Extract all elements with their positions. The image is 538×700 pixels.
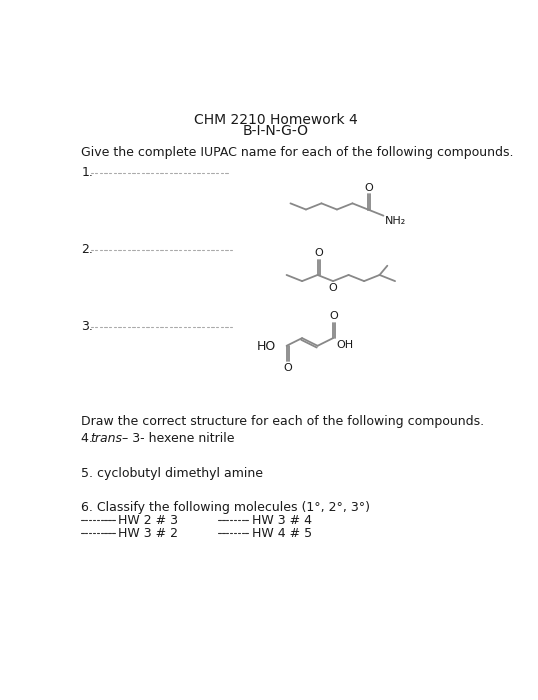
- Text: O: O: [283, 363, 292, 372]
- Text: HW 4 # 5: HW 4 # 5: [252, 526, 312, 540]
- Text: NH₂: NH₂: [385, 216, 406, 226]
- Text: OH: OH: [336, 340, 353, 349]
- Text: HW 3 # 4: HW 3 # 4: [252, 514, 312, 526]
- Text: HW 3 # 2: HW 3 # 2: [118, 526, 178, 540]
- Text: Draw the correct structure for each of the following compounds.: Draw the correct structure for each of t…: [81, 415, 484, 428]
- Text: 4.: 4.: [81, 432, 97, 445]
- Text: O: O: [314, 248, 323, 258]
- Text: O: O: [328, 283, 337, 293]
- Text: HW 2 # 3: HW 2 # 3: [118, 514, 178, 526]
- Text: trans: trans: [90, 432, 123, 445]
- Text: 6. Classify the following molecules (1°, 2°, 3°): 6. Classify the following molecules (1°,…: [81, 501, 370, 514]
- Text: – 3- hexene nitrile: – 3- hexene nitrile: [118, 432, 234, 445]
- Text: B-I-N-G-O: B-I-N-G-O: [243, 124, 309, 138]
- Text: Give the complete IUPAC name for each of the following compounds.: Give the complete IUPAC name for each of…: [81, 146, 514, 159]
- Text: 3.: 3.: [81, 321, 93, 333]
- Text: CHM 2210 Homework 4: CHM 2210 Homework 4: [194, 113, 358, 127]
- Text: HO: HO: [257, 340, 277, 354]
- Text: O: O: [329, 312, 338, 321]
- Text: 5. cyclobutyl dimethyl amine: 5. cyclobutyl dimethyl amine: [81, 467, 263, 480]
- Text: 2.: 2.: [81, 244, 93, 256]
- Text: O: O: [364, 183, 373, 193]
- Text: 1.: 1.: [81, 167, 93, 179]
